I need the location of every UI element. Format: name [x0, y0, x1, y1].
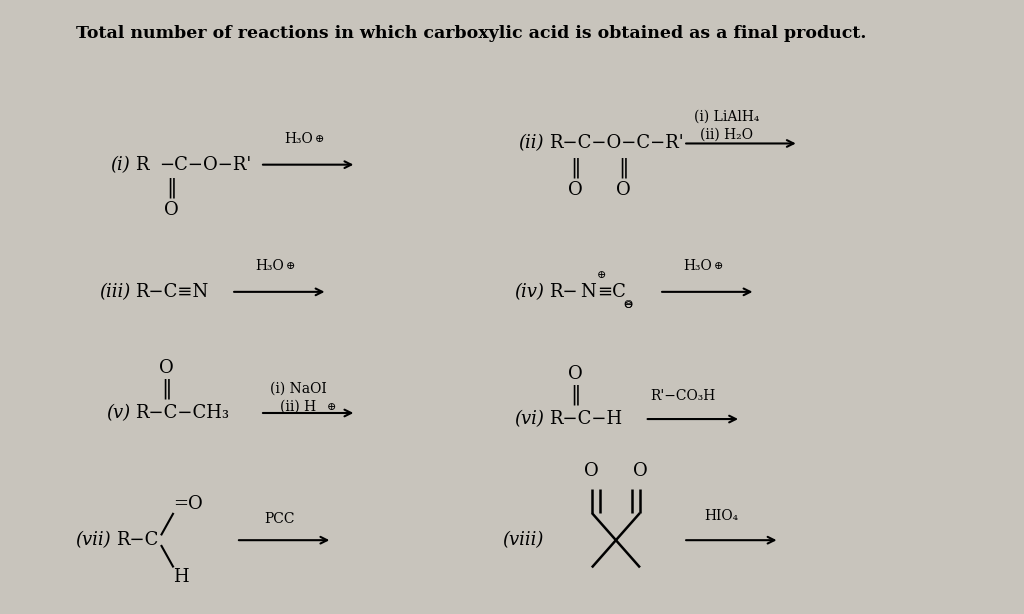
- Text: (vi): (vi): [514, 410, 544, 428]
- Text: O: O: [164, 201, 179, 219]
- Text: R−C−CH₃: R−C−CH₃: [135, 404, 229, 422]
- Text: ⊕: ⊕: [327, 402, 336, 412]
- Text: ‖: ‖: [618, 157, 629, 178]
- Text: ≡C: ≡C: [597, 283, 626, 301]
- Text: ⊕: ⊕: [714, 262, 724, 271]
- Text: ‖: ‖: [570, 157, 581, 178]
- Text: R: R: [135, 156, 148, 174]
- Text: R−C−O−C−R': R−C−O−C−R': [549, 134, 683, 152]
- Text: Total number of reactions in which carboxylic acid is obtained as a final produc: Total number of reactions in which carbo…: [77, 25, 867, 42]
- Text: (ii): (ii): [518, 134, 544, 152]
- Text: (iv): (iv): [514, 283, 544, 301]
- Text: (ii) H₂O: (ii) H₂O: [700, 127, 753, 141]
- Text: ⊕: ⊕: [597, 270, 606, 280]
- Text: H₃O: H₃O: [255, 260, 284, 273]
- Text: (iii): (iii): [99, 283, 130, 301]
- Text: (i) NaOI: (i) NaOI: [270, 382, 327, 396]
- Text: Θ: Θ: [624, 300, 633, 310]
- Text: ‖: ‖: [570, 384, 581, 405]
- Text: ⊖: ⊖: [624, 300, 633, 310]
- Text: =O: =O: [173, 495, 203, 513]
- Text: O: O: [585, 462, 599, 480]
- Text: R'−CO₃H: R'−CO₃H: [650, 389, 716, 403]
- Text: (ii) H: (ii) H: [281, 400, 316, 414]
- Text: H₃O: H₃O: [683, 260, 712, 273]
- Text: R−C≡N: R−C≡N: [135, 283, 208, 301]
- Text: O: O: [568, 181, 583, 199]
- Text: O: O: [160, 359, 174, 376]
- Text: H: H: [173, 567, 189, 586]
- Text: (i): (i): [111, 156, 130, 174]
- Text: ‖: ‖: [162, 378, 172, 399]
- Text: O: O: [633, 462, 647, 480]
- Text: (v): (v): [106, 404, 130, 422]
- Text: R−C−H: R−C−H: [549, 410, 622, 428]
- Text: ⊕: ⊕: [286, 262, 296, 271]
- Text: O: O: [568, 365, 583, 383]
- Text: (vii): (vii): [76, 531, 111, 549]
- Text: PCC: PCC: [264, 512, 295, 526]
- Text: H₃O: H₃O: [285, 132, 313, 146]
- Text: HIO₄: HIO₄: [705, 509, 738, 523]
- Text: (i) LiAlH₄: (i) LiAlH₄: [694, 109, 759, 123]
- Text: O: O: [616, 181, 631, 199]
- Text: −C−O−R': −C−O−R': [159, 156, 251, 174]
- Text: R−: R−: [549, 283, 578, 301]
- Text: ‖: ‖: [166, 177, 177, 198]
- Text: (viii): (viii): [503, 531, 544, 549]
- Text: N: N: [581, 283, 596, 301]
- Text: R−C: R−C: [116, 531, 158, 549]
- Text: ⊕: ⊕: [315, 134, 325, 144]
